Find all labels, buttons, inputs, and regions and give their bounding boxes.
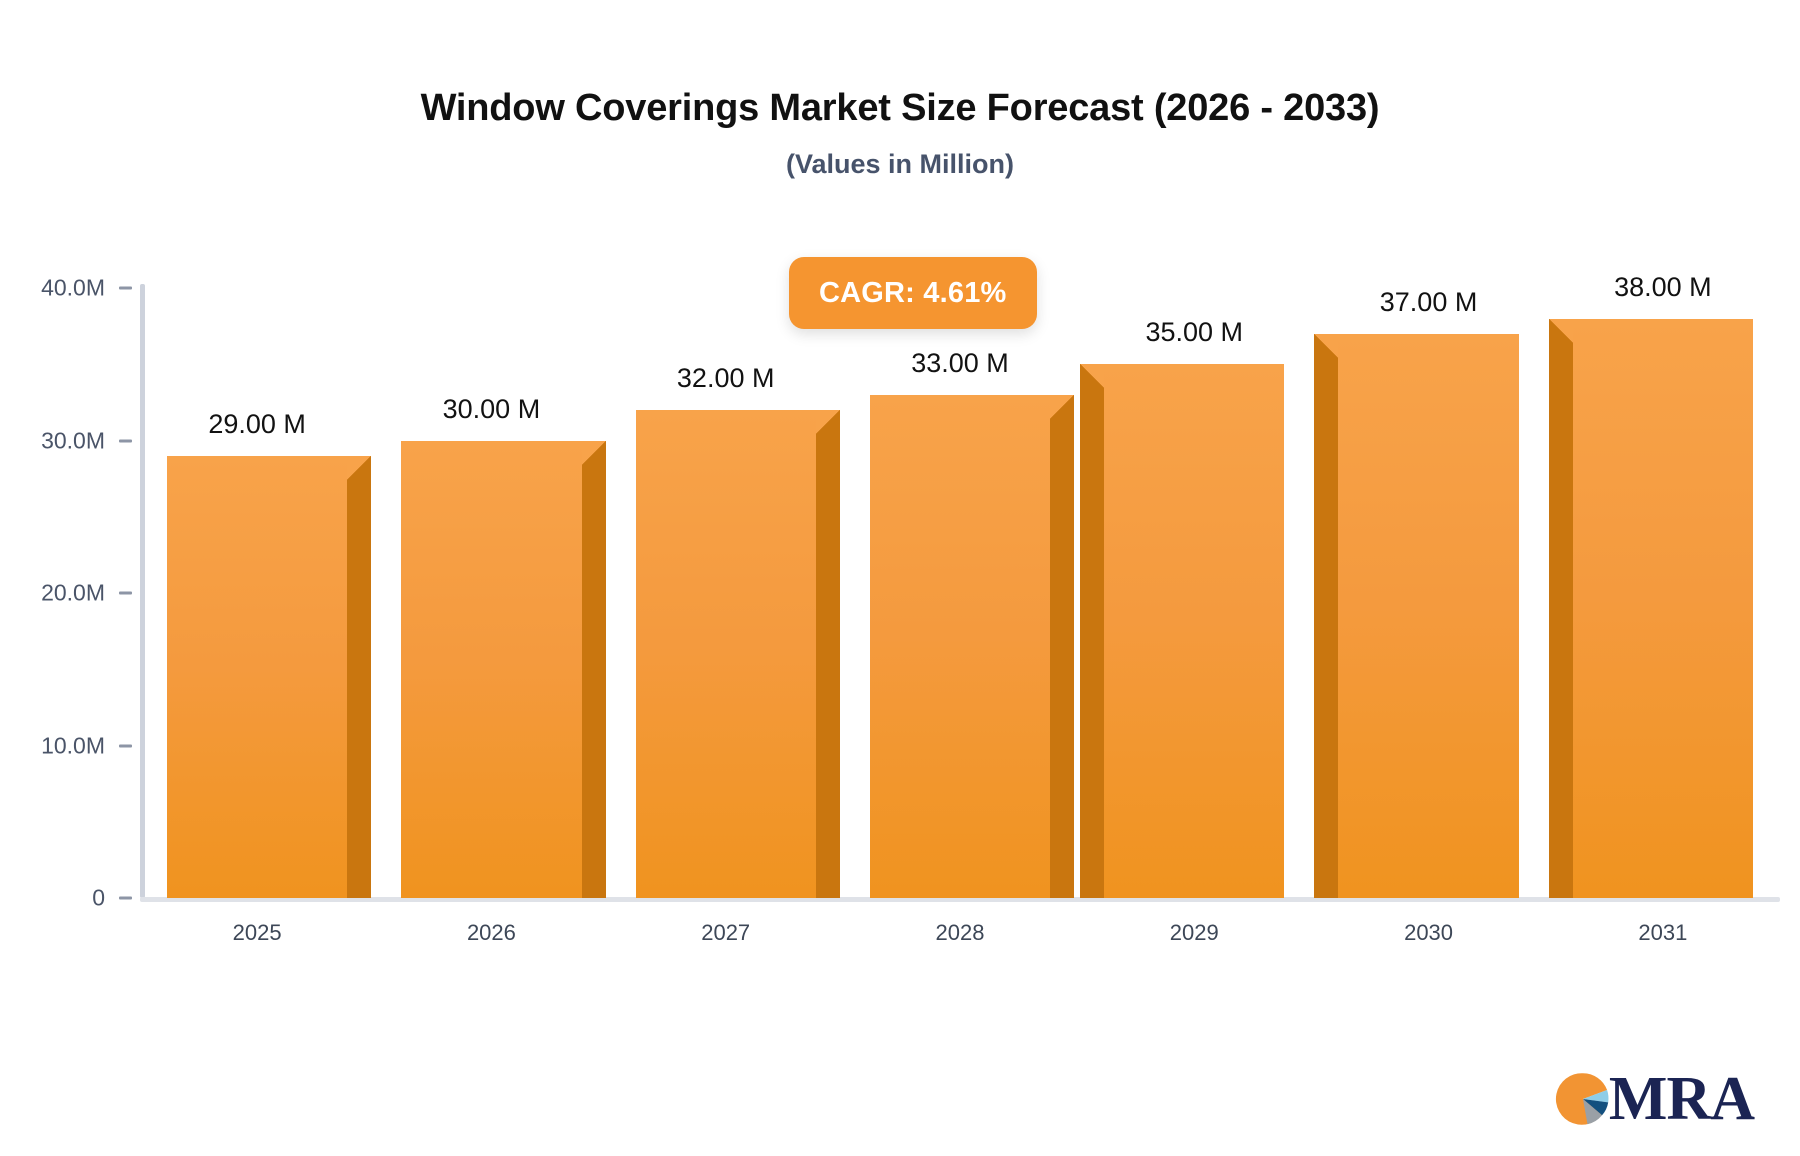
y-axis-tick-label: 40.0M xyxy=(41,274,105,301)
bar-side-face xyxy=(1080,364,1105,898)
bar-value-label: 30.00 M xyxy=(442,393,541,424)
bar-front-face xyxy=(1338,333,1519,898)
cagr-badge: CAGR: 4.61% xyxy=(789,257,1037,329)
y-axis-tick-mark xyxy=(119,591,132,595)
y-axis-tick-mark xyxy=(119,896,132,900)
bar-2025[interactable]: 29.00 M xyxy=(166,288,372,898)
bar-top-bevel xyxy=(1080,364,1105,389)
y-axis-tick-label: 30.0M xyxy=(41,427,105,453)
bar-front-face xyxy=(401,440,582,898)
bar-front-face xyxy=(1104,364,1285,898)
x-axis-line xyxy=(140,897,1780,902)
bar-value-label: 32.00 M xyxy=(676,363,775,393)
bar-value-label: 29.00 M xyxy=(208,408,306,439)
bars-layer: 29.00 M 30.00 M 32.00 M 33.00 M 35.00 M 37.00… xyxy=(140,272,1780,898)
y-axis-tick: 20.0M xyxy=(41,580,140,607)
y-axis-tick-mark xyxy=(119,439,132,442)
y-axis-tick-label: 10.0M xyxy=(41,732,105,758)
bar-side-face xyxy=(815,410,840,898)
bar-2027[interactable]: 32.00 M xyxy=(635,288,840,898)
bar-value-label: 38.00 M xyxy=(1614,271,1712,302)
bar-shape[interactable] xyxy=(166,455,372,898)
y-axis-tick: 40.0M xyxy=(41,275,140,302)
bar-front-face xyxy=(166,455,348,898)
x-axis-tick-label: 2028 xyxy=(935,920,985,945)
x-axis-tick-label: 2026 xyxy=(466,920,516,945)
bar-2028[interactable]: 33.00 M xyxy=(869,288,1075,898)
bar-shape[interactable] xyxy=(1314,333,1519,898)
cagr-badge-label: CAGR: 4.61% xyxy=(819,276,1007,309)
bar-2029[interactable]: 35.00 M xyxy=(1080,288,1285,898)
bar-shape[interactable] xyxy=(869,394,1075,898)
x-axis-tick-label: 2027 xyxy=(701,920,751,945)
y-axis-tick: 10.0M xyxy=(41,732,140,759)
bar-front-face xyxy=(635,410,816,898)
bar-shape[interactable] xyxy=(1080,364,1285,898)
y-axis-tick: 30.0M xyxy=(41,427,140,454)
bar-2031[interactable]: 38.00 M xyxy=(1548,272,1754,898)
bar-side-face xyxy=(1548,318,1573,898)
bar-top-bevel xyxy=(1050,394,1075,419)
bar-side-face xyxy=(581,440,606,898)
bar-value-label: 35.00 M xyxy=(1145,317,1244,348)
bar-top-bevel xyxy=(581,440,606,465)
mra-logo: MRA xyxy=(1555,1065,1755,1133)
y-axis-tick-mark xyxy=(119,286,132,290)
y-axis-line xyxy=(140,284,145,898)
y-axis-tick: 0 xyxy=(92,885,140,912)
y-axis-tick-label: 0 xyxy=(92,884,105,911)
bar-top-bevel xyxy=(1314,333,1339,358)
bar-shape[interactable] xyxy=(635,410,840,898)
bar-2030[interactable]: 37.00 M xyxy=(1314,286,1519,898)
bar-top-bevel xyxy=(347,455,372,480)
x-axis-tick-label: 2031 xyxy=(1638,920,1688,945)
chart-subtitle: (Values in Million) xyxy=(785,148,1015,179)
bar-top-bevel xyxy=(815,410,840,434)
y-axis-tick-label: 20.0M xyxy=(41,579,105,606)
bar-front-face xyxy=(1572,318,1754,898)
x-axis-tick-label: 2025 xyxy=(232,920,282,945)
page-title: Window Coverings Market Size Forecast (2… xyxy=(420,87,1380,129)
bar-shape[interactable] xyxy=(1548,318,1754,898)
y-axis-tick-mark xyxy=(119,744,132,747)
bar-2026[interactable]: 30.00 M xyxy=(401,288,606,898)
bar-value-label: 37.00 M xyxy=(1379,286,1478,317)
bar-side-face xyxy=(347,455,372,898)
title-block: Window Coverings Market Size Forecast (2… xyxy=(0,87,1800,179)
logo-wordmark: MRA xyxy=(1608,1065,1755,1133)
x-axis-tick-label: 2029 xyxy=(1169,920,1219,945)
pie-chart-icon xyxy=(1555,1071,1611,1127)
bar-side-face xyxy=(1050,394,1075,898)
bar-side-face xyxy=(1314,333,1339,898)
bar-front-face xyxy=(869,394,1051,898)
x-axis-tick-label: 2030 xyxy=(1404,920,1454,945)
plot-area: 40.0M 30.0M 20.0M 10.0M 0 29.00 M 30.00 M 32.0… xyxy=(41,272,1780,945)
bar-value-label: 33.00 M xyxy=(911,347,1009,378)
bar-shape[interactable] xyxy=(401,440,606,898)
bar-top-bevel xyxy=(1548,318,1573,343)
